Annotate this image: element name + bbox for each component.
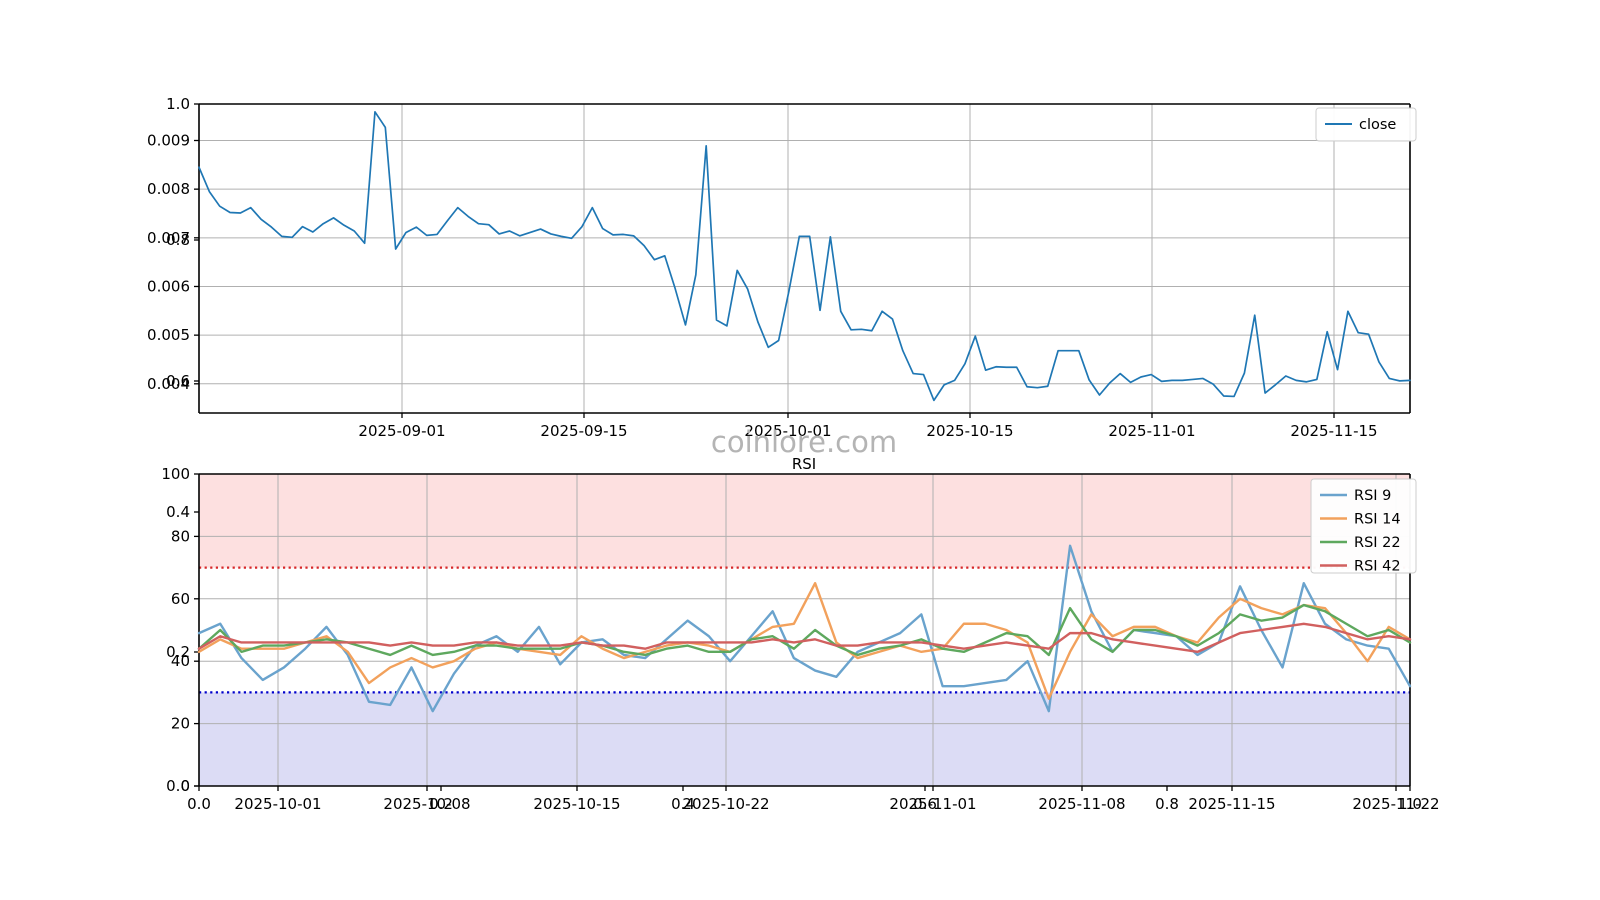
rsi-xtick-label: 2025-11-01 bbox=[889, 795, 976, 813]
rsi-xtick-label: 2025-10-08 bbox=[383, 795, 470, 813]
rsi-series bbox=[197, 544, 1412, 713]
rsi-ytick-label: 80 bbox=[171, 527, 190, 545]
price-xtick-label: 2025-11-01 bbox=[1108, 422, 1195, 440]
rsi-ytick-label: 100 bbox=[161, 465, 190, 483]
rsi-x-ticklabels: 2025-10-01 2025-10-08 2025-10-15 2025-10-22… bbox=[234, 786, 1440, 813]
price-xtick-label: 2025-10-01 bbox=[744, 422, 831, 440]
price-panel: 0.004 0.005 0.006 0.007 0.008 0.009 0.6 0.8 1.0 2… bbox=[147, 95, 1417, 440]
price-ytick-label: 0.007 bbox=[147, 229, 190, 247]
rsi-legend-box bbox=[1310, 478, 1417, 574]
rsi-xtick-overlay-label: 0.4 bbox=[671, 795, 695, 813]
rsi-xtick-overlay-label: 0.8 bbox=[1155, 795, 1179, 813]
rsi-legend-label-rsi-9: RSI 9 bbox=[1354, 488, 1391, 504]
rsi-thresholds bbox=[199, 566, 1410, 694]
price-legend-box bbox=[1315, 107, 1417, 142]
price-xtick-label: 2025-10-15 bbox=[926, 422, 1013, 440]
price-ytick-overlay-label: 1.0 bbox=[166, 95, 190, 113]
rsi-xtick-overlay-label: 0.6 bbox=[913, 795, 937, 813]
price-x-ticklabels: 2025-09-01 2025-09-15 2025-10-01 2025-10-15… bbox=[358, 413, 1378, 440]
rsi-bands bbox=[199, 474, 1410, 786]
price-axes-frame bbox=[198, 103, 1411, 414]
rsi-band-oversold bbox=[199, 692, 1410, 786]
rsi-ytick-label: 0 bbox=[180, 777, 190, 795]
rsi-xtick-label: 2025-10-15 bbox=[533, 795, 620, 813]
price-y-ticklabels: 0.004 0.005 0.006 0.007 0.008 0.009 bbox=[147, 131, 199, 393]
price-ytick-label: 0.004 bbox=[147, 375, 190, 393]
price-legend-label-close: close bbox=[1359, 117, 1396, 133]
rsi-xtick-label: 2025-10-01 bbox=[234, 795, 321, 813]
price-ytick-label: 0.006 bbox=[147, 277, 190, 295]
price-ytick-label: 0.009 bbox=[147, 131, 190, 149]
price-xtick-label: 2025-09-15 bbox=[540, 422, 627, 440]
price-series bbox=[198, 110, 1411, 402]
rsi-ytick-label: 20 bbox=[171, 715, 190, 733]
rsi-legend: RSI 9 RSI 14 RSI 22 RSI 42 bbox=[1310, 478, 1417, 575]
rsi-panel-title: RSI bbox=[792, 455, 816, 473]
price-ytick-overlay-label: 0.6 bbox=[166, 372, 190, 390]
rsi-line-rsi-42 bbox=[197, 622, 1412, 654]
rsi-xtick-overlay-label: 0.0 bbox=[187, 795, 211, 813]
rsi-line-rsi-14 bbox=[197, 582, 1412, 700]
rsi-ytick-label: 40 bbox=[171, 652, 190, 670]
rsi-xtick-label: 2025-11-22 bbox=[1352, 795, 1439, 813]
rsi-xtick-label: 2025-11-15 bbox=[1188, 795, 1275, 813]
price-line-close bbox=[198, 110, 1411, 402]
price-ytick-label: 0.005 bbox=[147, 326, 190, 344]
rsi-legend-label-rsi-22: RSI 22 bbox=[1354, 535, 1401, 551]
price-ytick-label: 0.008 bbox=[147, 180, 190, 198]
rsi-line-rsi-22 bbox=[197, 603, 1412, 657]
price-y-ticklabels-overlay: 0.6 0.8 1.0 bbox=[166, 95, 199, 390]
rsi-y-ticklabels-overlay: 0.0 0.2 0.4 bbox=[166, 503, 199, 795]
rsi-axes-frame bbox=[198, 473, 1411, 787]
price-xtick-label: 2025-09-01 bbox=[358, 422, 445, 440]
rsi-ytick-overlay-label: 0.4 bbox=[166, 503, 190, 521]
price-plot-background bbox=[199, 104, 1410, 413]
price-ytick-overlay-label: 0.8 bbox=[166, 231, 190, 249]
rsi-xtick-label: 2025-11-08 bbox=[1038, 795, 1125, 813]
price-grid bbox=[199, 104, 1410, 413]
rsi-legend-label-rsi-14: RSI 14 bbox=[1354, 512, 1401, 528]
rsi-ytick-overlay-label: 0.0 bbox=[166, 777, 190, 795]
rsi-ytick-label: 60 bbox=[171, 590, 190, 608]
rsi-xtick-overlay-label: 1.0 bbox=[1398, 795, 1422, 813]
rsi-x-ticklabels-overlay: 0.0 0.2 0.4 0.6 0.8 1.0 bbox=[187, 786, 1422, 813]
rsi-band-overbought bbox=[199, 474, 1410, 568]
rsi-legend-label-rsi-42: RSI 42 bbox=[1354, 559, 1401, 575]
rsi-xtick-overlay-label: 0.2 bbox=[429, 795, 453, 813]
watermark-text: coinlore.com bbox=[711, 425, 897, 459]
price-xtick-label: 2025-11-15 bbox=[1290, 422, 1377, 440]
rsi-ytick-overlay-label: 0.2 bbox=[166, 643, 190, 661]
price-legend: close bbox=[1315, 107, 1417, 142]
rsi-line-rsi-9 bbox=[197, 544, 1412, 713]
rsi-xtick-label: 2025-10-22 bbox=[682, 795, 769, 813]
